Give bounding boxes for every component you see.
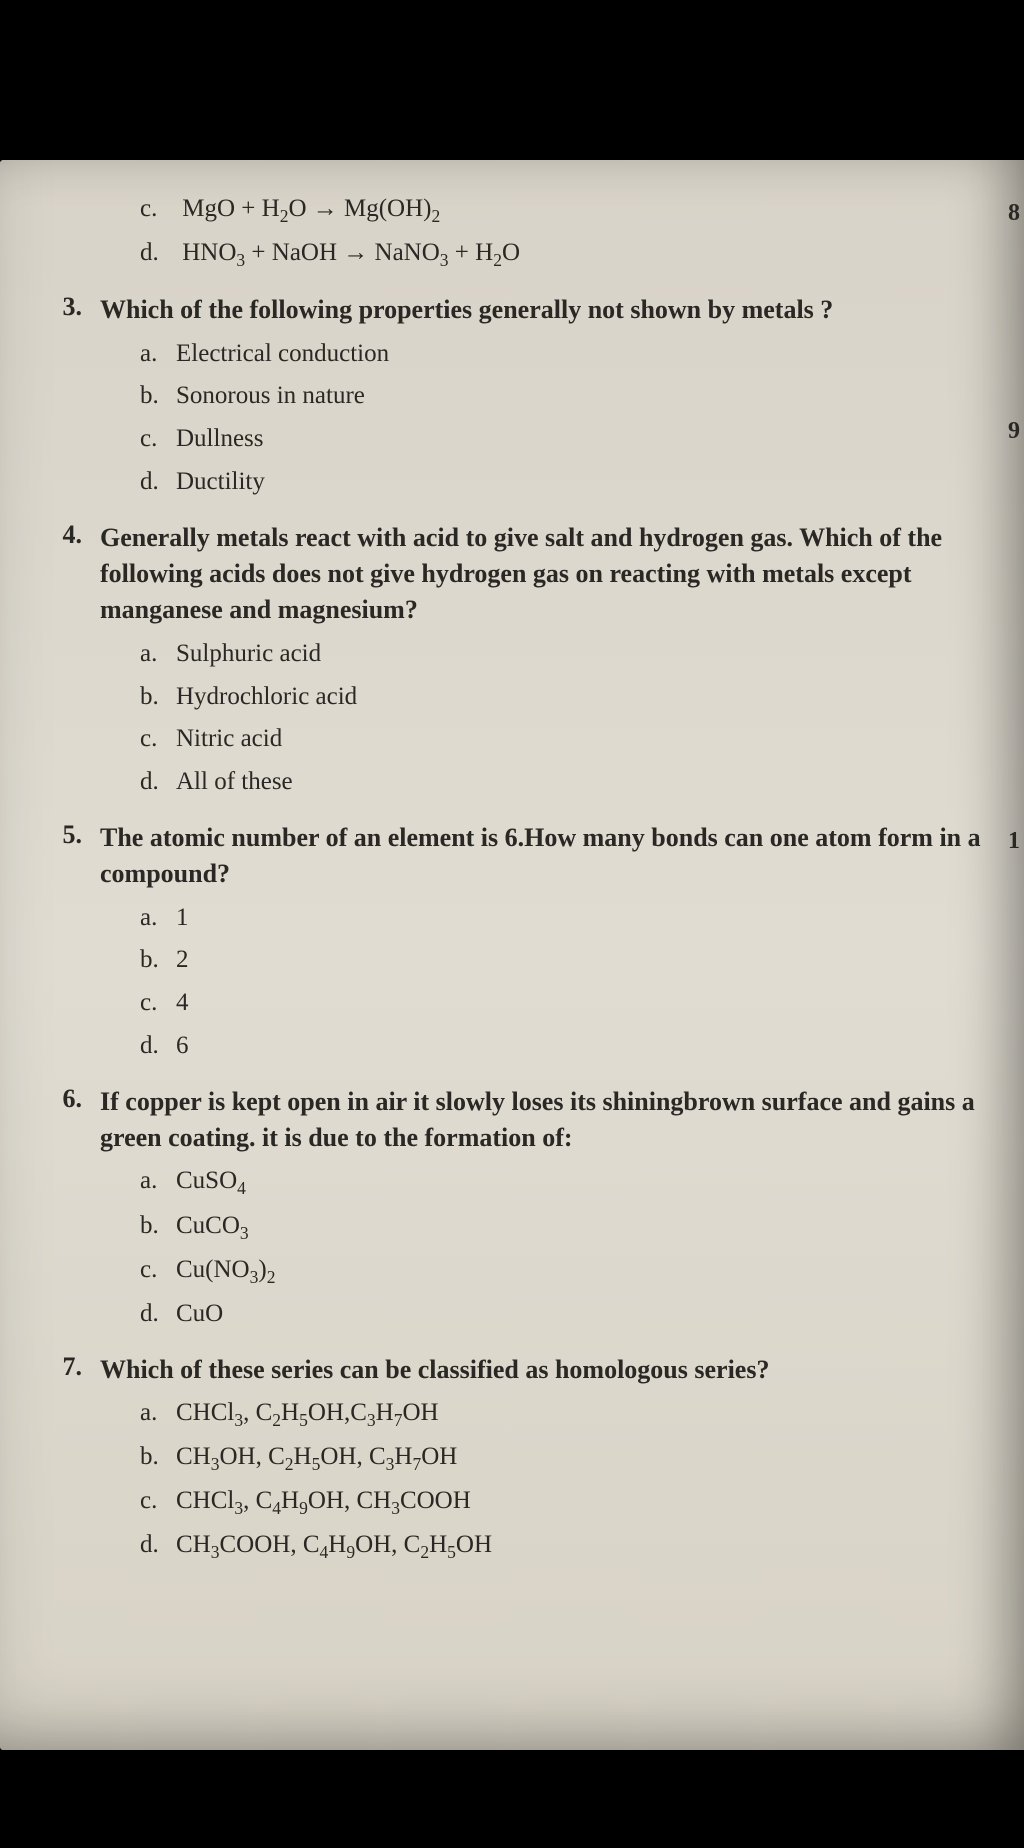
q6-option-b: b.CuCO3 (140, 1207, 1004, 1247)
option-text: CH3COOH, C4H9OH, C2H5OH (176, 1531, 492, 1558)
q6-option-a: a.CuSO4 (140, 1162, 1004, 1202)
question-text: If copper is kept open in air it slowly … (100, 1084, 1004, 1157)
q7-option-b: b.CH3OH, C2H5OH, C3H7OH (140, 1438, 1004, 1478)
prior-option-c: c. MgO + H2O → Mg(OH)2 (140, 190, 1004, 230)
q4-option-d: d.All of these (140, 763, 1004, 802)
q5-option-b: b.2 (140, 941, 1004, 980)
option-text: CHCl3, C2H5OH,C3H7OH (176, 1399, 439, 1426)
q6-option-d: d.CuO (140, 1295, 1004, 1334)
question-text: The atomic number of an element is 6.How… (100, 820, 1004, 893)
question-text: Generally metals react with acid to give… (100, 520, 1004, 629)
option-text: MgO + H2O → Mg(OH)2 (182, 195, 440, 222)
prior-option-d: d. HNO3 + NaOH → NaNO3 + H2O (140, 234, 1004, 274)
q4-option-b: b.Hydrochloric acid (140, 678, 1004, 717)
q3-option-b: b.Sonorous in nature (140, 377, 1004, 416)
option-text: CuCO3 (176, 1212, 249, 1239)
option-text: CuO (176, 1300, 223, 1327)
question-number: 3. (50, 292, 100, 328)
q4-option-a: a.Sulphuric acid (140, 635, 1004, 674)
q4-option-c: c.Nitric acid (140, 720, 1004, 759)
question-number: 5. (50, 820, 100, 893)
option-text: CHCl3, C4H9OH, CH3COOH (176, 1487, 471, 1514)
q7-option-c: c.CHCl3, C4H9OH, CH3COOH (140, 1482, 1004, 1522)
option-letter: d. (140, 234, 176, 273)
option-text: CH3OH, C2H5OH, C3H7OH (176, 1443, 457, 1470)
option-letter: c. (140, 190, 176, 229)
question-text: Which of the following properties genera… (100, 292, 1004, 328)
question-7: 7. Which of these series can be classifi… (50, 1352, 1004, 1388)
margin-number: 1 (1008, 828, 1020, 855)
q5-option-c: c.4 (140, 984, 1004, 1023)
option-text: HNO3 + NaOH → NaNO3 + H2O (182, 239, 520, 266)
question-number: 6. (50, 1084, 100, 1157)
question-number: 7. (50, 1352, 100, 1388)
q7-option-a: a.CHCl3, C2H5OH,C3H7OH (140, 1394, 1004, 1434)
margin-number: 8 (1008, 200, 1020, 227)
option-text: CuSO4 (176, 1167, 246, 1194)
question-text: Which of these series can be classified … (100, 1352, 1004, 1388)
question-6: 6. If copper is kept open in air it slow… (50, 1084, 1004, 1157)
q3-option-c: c.Dullness (140, 420, 1004, 459)
question-3: 3. Which of the following properties gen… (50, 292, 1004, 328)
q3-option-d: d.Ductility (140, 463, 1004, 502)
question-5: 5. The atomic number of an element is 6.… (50, 820, 1004, 893)
q6-option-c: c.Cu(NO3)2 (140, 1251, 1004, 1291)
margin-number: 9 (1008, 418, 1020, 445)
question-4: 4. Generally metals react with acid to g… (50, 520, 1004, 629)
option-text: Cu(NO3)2 (176, 1256, 275, 1283)
question-number: 4. (50, 520, 100, 629)
q5-option-d: d.6 (140, 1027, 1004, 1066)
q5-option-a: a.1 (140, 899, 1004, 938)
q3-option-a: a.Electrical conduction (140, 335, 1004, 374)
page-scan: 8 9 1 c. MgO + H2O → Mg(OH)2 d. HNO3 + N… (0, 160, 1024, 1750)
q7-option-d: d.CH3COOH, C4H9OH, C2H5OH (140, 1526, 1004, 1566)
